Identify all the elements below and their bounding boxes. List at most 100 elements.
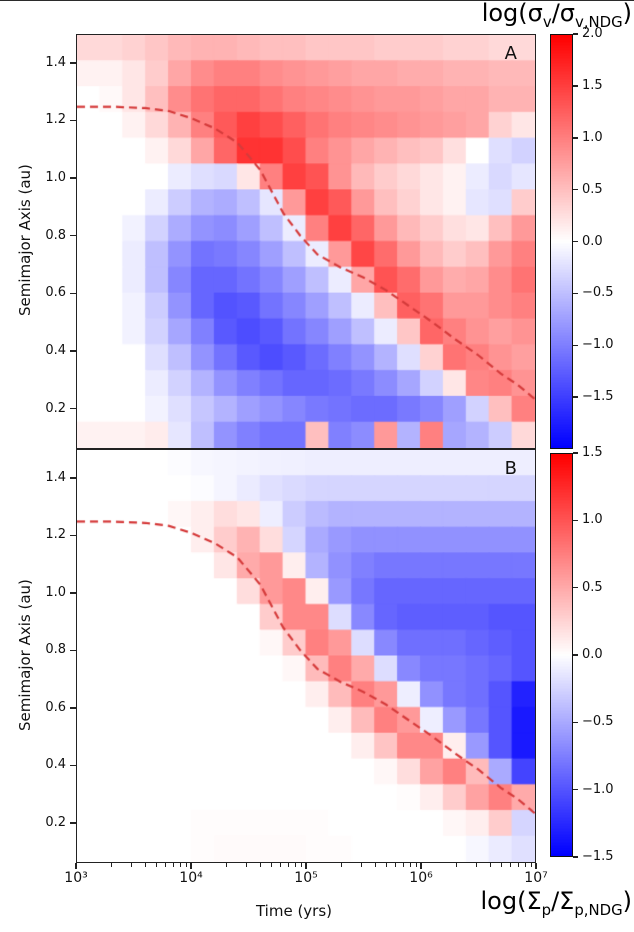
colorbar-b-title-pre: log(Σ <box>480 887 542 915</box>
colorbar-a-tick-mark <box>573 33 578 35</box>
x-tick-mark <box>305 863 307 869</box>
colorbar-b-tick-label: −1.0 <box>582 781 614 797</box>
panel-letter-a: A <box>504 43 517 64</box>
colorbar-a-title-post: ) <box>622 0 632 27</box>
x-minor-tick-mark <box>110 863 112 867</box>
heatmap-canvas-a <box>77 35 535 448</box>
y-tick-label-b: 0.4 <box>45 757 66 773</box>
x-minor-tick-mark <box>340 863 342 867</box>
y-tick-label-b: 0.2 <box>45 814 66 830</box>
colorbar-a-tick-mark <box>573 292 578 295</box>
x-minor-tick-mark <box>245 863 247 867</box>
y-tick-label-a: 0.6 <box>45 285 66 301</box>
x-minor-tick-mark <box>173 863 175 867</box>
y-tick-label-b: 0.8 <box>45 642 66 658</box>
colorbar-a-title-sub2: v,NDG <box>574 12 623 31</box>
colorbar-b-tick-mark <box>573 654 578 656</box>
colorbar-b-tick-label: 1.0 <box>582 512 603 528</box>
y-tick-label-a: 0.2 <box>45 400 66 416</box>
x-minor-tick-mark <box>475 863 477 867</box>
colorbar-a-tick-mark <box>573 137 578 139</box>
y-tick-label-b: 1.2 <box>45 527 66 543</box>
x-minor-tick-mark <box>395 863 397 867</box>
heatmap-panel-a: A <box>76 34 536 449</box>
colorbar-a-tick-mark <box>573 188 578 191</box>
colorbar-b-title: log(Σp/Σp,NDG) <box>481 887 632 919</box>
y-tick-mark-b <box>70 477 76 479</box>
y-tick-mark-a <box>70 292 76 295</box>
x-minor-tick-mark <box>530 863 532 867</box>
x-minor-tick-mark <box>294 863 296 867</box>
colorbar-a-tick-mark <box>573 344 578 346</box>
x-minor-tick-mark <box>225 863 227 867</box>
colorbar-b-tick-mark <box>573 721 578 724</box>
x-minor-tick-mark <box>156 863 158 867</box>
x-tick-mark <box>75 863 77 869</box>
x-minor-tick-mark <box>455 863 457 867</box>
colorbar-b-title-sub1: p <box>541 900 552 919</box>
colorbar-b-tick-label: 0.0 <box>582 647 603 662</box>
y-tick-mark-b <box>70 534 76 536</box>
x-minor-tick-mark <box>145 863 147 867</box>
colorbar-b <box>550 453 573 857</box>
x-minor-tick-mark <box>386 863 388 867</box>
colorbar-b-tick-label: −1.5 <box>582 849 614 864</box>
colorbar-b-tick-mark <box>573 452 578 454</box>
x-minor-tick-mark <box>288 863 290 867</box>
colorbar-a-tick-label: 0.5 <box>582 181 603 197</box>
x-minor-tick-mark <box>300 863 302 867</box>
x-minor-tick-mark <box>360 863 362 867</box>
colorbar-b-tick-label: 0.5 <box>582 579 603 595</box>
x-minor-tick-mark <box>130 863 132 867</box>
heatmap-panel-b: B <box>76 449 536 863</box>
x-minor-tick-mark <box>501 863 503 867</box>
x-minor-tick-mark <box>185 863 187 867</box>
colorbar-a-title-pre: log(σ <box>481 0 543 27</box>
x-tick-label: 10⁶ <box>409 870 433 886</box>
y-tick-label-a: 1.4 <box>45 54 66 70</box>
y-tick-label-a: 1.0 <box>45 170 66 186</box>
x-minor-tick-mark <box>271 863 273 867</box>
x-minor-tick-mark <box>524 863 526 867</box>
colorbar-b-tick-label: −0.5 <box>582 714 614 730</box>
colorbar-a-title: log(σv/σv,NDG) <box>481 0 632 31</box>
colorbar-a-tick-mark <box>573 85 578 87</box>
x-minor-tick-mark <box>415 863 417 867</box>
colorbar-a-tick-label: 0.0 <box>582 233 603 249</box>
colorbar-b-title-mid: /Σ <box>551 887 575 915</box>
x-tick-label: 10⁵ <box>294 870 318 886</box>
colorbar-b-tick-mark <box>573 788 578 791</box>
colorbar-a-tick-label: 1.5 <box>582 77 603 93</box>
colorbar-a-tick-label: 1.0 <box>582 129 603 145</box>
y-tick-mark-b <box>70 822 76 824</box>
x-minor-tick-mark <box>490 863 492 867</box>
x-minor-tick-mark <box>179 863 181 867</box>
x-minor-tick-mark <box>403 863 405 867</box>
colorbar-a-tick-label: −1.5 <box>582 389 614 405</box>
colorbar-a-title-sub1: v <box>542 12 552 31</box>
colorbar-b-tick-mark <box>573 856 578 858</box>
y-tick-mark-b <box>70 764 76 766</box>
y-tick-mark-a <box>70 119 76 122</box>
colorbar-b-canvas <box>551 454 572 856</box>
colorbar-b-title-post: ) <box>622 887 632 915</box>
x-minor-tick-mark <box>518 863 520 867</box>
colorbar-b-tick-label: 1.5 <box>582 445 603 460</box>
heatmap-canvas-b <box>77 450 535 862</box>
x-minor-tick-mark <box>375 863 377 867</box>
colorbar-a-tick-label: −1.0 <box>582 337 614 353</box>
y-tick-label-b: 1.0 <box>45 584 66 600</box>
x-tick-label: 10⁷ <box>524 870 548 886</box>
x-tick-label: 10³ <box>64 870 88 886</box>
panel-letter-b: B <box>504 458 517 479</box>
x-minor-tick-mark <box>510 863 512 867</box>
y-tick-mark-b <box>70 707 76 709</box>
y-tick-mark-a <box>70 407 76 410</box>
x-minor-tick-mark <box>165 863 167 867</box>
colorbar-a-canvas <box>551 35 572 448</box>
x-minor-tick-mark <box>409 863 411 867</box>
x-minor-tick-mark <box>280 863 282 867</box>
colorbar-a-tick-label: −0.5 <box>582 285 614 301</box>
y-tick-mark-b <box>70 592 76 594</box>
